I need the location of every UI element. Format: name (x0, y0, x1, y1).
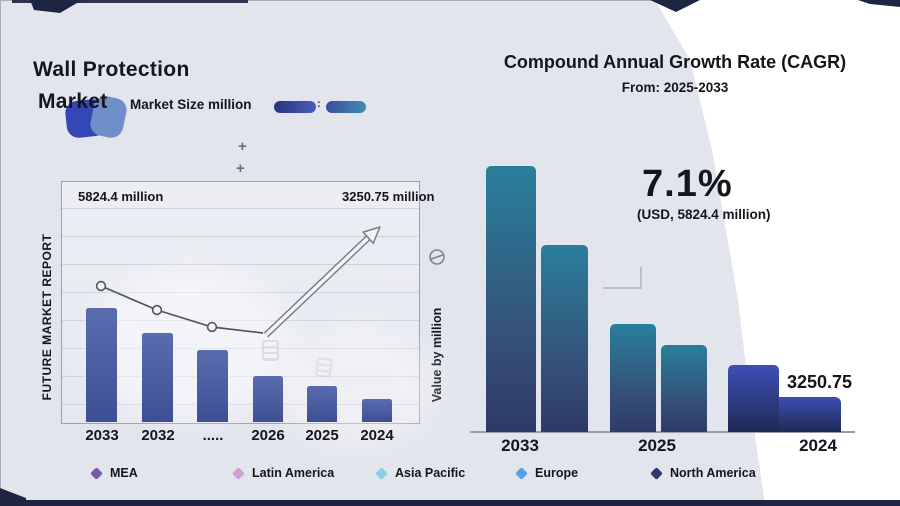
cagr-value: 7.1% (642, 163, 733, 205)
legend-item-latin-america: Latin America (232, 466, 335, 480)
page-title-line1: Wall Protection (33, 58, 190, 81)
diamond-swatch-icon (232, 466, 245, 480)
page-title-line2: Market (38, 90, 108, 113)
cagr-x-label-2025: 2025 (638, 436, 676, 455)
diamond-swatch-icon (90, 466, 103, 480)
cagr-bar-2024-b (779, 397, 841, 432)
left-chart-side-label: FUTURE MARKET REPORT (40, 233, 54, 401)
cagr-subtitle: From: 2025-2033 (621, 80, 729, 95)
gridline (62, 208, 419, 209)
bar-2033 (86, 308, 117, 422)
minus-circle-icon (429, 249, 445, 265)
bar-2024 (362, 399, 392, 422)
bottom-edge-strip (0, 500, 900, 506)
legend-label: MEA (110, 466, 138, 480)
diamond-swatch-icon (515, 466, 528, 480)
corner-bracket-line (603, 267, 642, 289)
x-label-2025: 2025 (305, 427, 339, 444)
cagr-value-detail: (USD, 5824.4 million) (637, 207, 771, 222)
x-label-2033: 2033 (85, 427, 119, 444)
x-label-2024: 2024 (360, 427, 394, 444)
left-chart-end-value: 3250.75 million (342, 189, 435, 204)
bar-mid-years (197, 350, 228, 422)
diamond-swatch-icon (650, 466, 663, 480)
gridline (62, 236, 419, 237)
clipboard-icon (262, 340, 279, 361)
plus-icon: + (238, 138, 247, 155)
bar-2025 (307, 386, 337, 422)
cagr-bar-2033-b (541, 245, 588, 432)
x-label-2032: 2032 (141, 427, 175, 444)
cagr-bar-2033-a (486, 166, 536, 432)
cagr-bar-2024-a (728, 365, 779, 432)
corner-sliver-top-right (858, 0, 900, 7)
legend-label: North America (670, 466, 756, 480)
diamond-swatch-icon (375, 466, 388, 480)
market-size-tagline: Market Size million (130, 97, 252, 112)
cagr-x-label-2033: 2033 (501, 436, 539, 455)
cagr-2024-value-annotation: 3250.75 (787, 372, 853, 392)
legend-item-north-america: North America (650, 466, 756, 480)
left-chart-start-value: 5824.4 million (78, 189, 164, 204)
bar-2026 (253, 376, 283, 422)
top-edge-line (12, 0, 248, 3)
plus-icon: + (236, 160, 245, 177)
minus-circle-icon (430, 254, 444, 260)
cagr-title: Compound Annual Growth Rate (CAGR) (503, 52, 847, 72)
clipboard-icon (314, 356, 334, 379)
legend-label: Latin America (252, 466, 335, 480)
cagr-bar-2025-b (661, 345, 707, 432)
cagr-x-label-2024: 2024 (799, 436, 837, 455)
legend-item-europe: Europe (515, 466, 579, 480)
gridline (62, 264, 419, 265)
ratio-pill-right (326, 101, 366, 113)
bar-2032 (142, 333, 173, 422)
background-cloud (277, 327, 437, 447)
cagr-baseline (470, 431, 855, 433)
x-label-2026: 2026 (251, 427, 285, 444)
value-axis-label: Value by million (430, 307, 444, 403)
cagr-bar-2025-a (610, 324, 656, 432)
corner-sliver-bottom-left (0, 488, 26, 506)
legend-item-asia-pacific: Asia Pacific (375, 466, 466, 480)
ratio-pill-left (274, 101, 316, 113)
legend-label: Asia Pacific (395, 466, 466, 480)
legend-label: Europe (535, 466, 579, 480)
x-label-dots: ..... (202, 427, 224, 444)
ratio-separator: : (317, 98, 321, 110)
legend-item-mea: MEA (90, 466, 138, 480)
